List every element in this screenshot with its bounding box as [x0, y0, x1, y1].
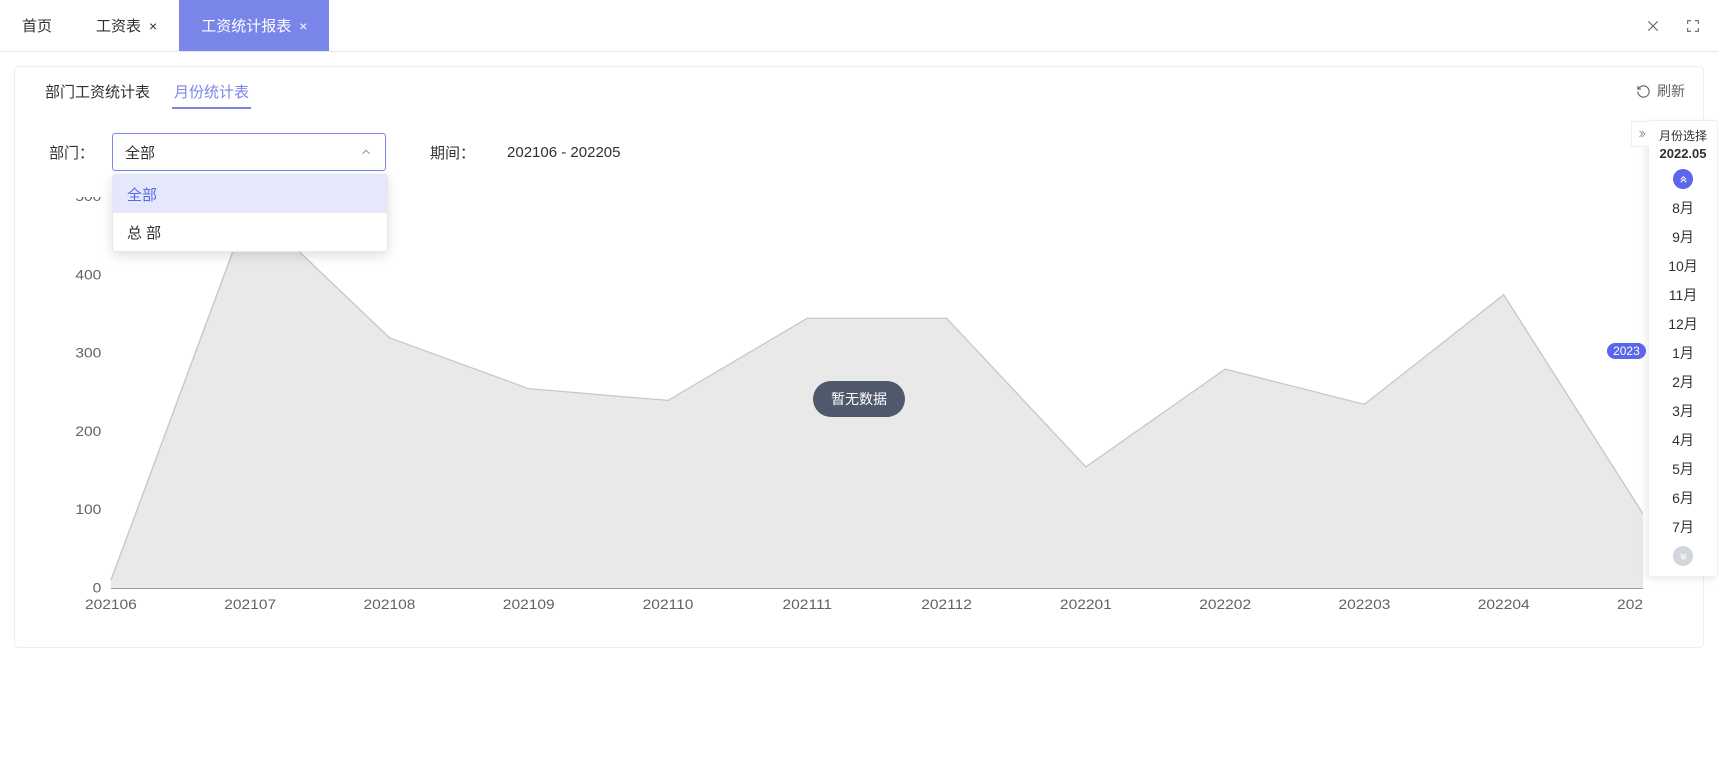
svg-text:202106: 202106: [85, 598, 137, 613]
month-list: 8月9月10月11月12月1月20232月3月4月5月6月7月: [1668, 191, 1698, 544]
inner-tab-label: 部门工资统计表: [45, 81, 150, 102]
close-window-button[interactable]: [1642, 15, 1664, 37]
inner-tab-dept-salary[interactable]: 部门工资统计表: [33, 67, 162, 115]
chevron-up-icon: [359, 145, 373, 159]
month-item[interactable]: 2月: [1672, 369, 1694, 395]
month-item[interactable]: 11月: [1669, 282, 1698, 308]
close-icon[interactable]: ×: [149, 18, 157, 34]
refresh-button[interactable]: 刷新: [1636, 81, 1685, 101]
refresh-icon: [1636, 84, 1651, 99]
period-label: 期间：: [430, 142, 475, 163]
svg-text:0: 0: [93, 581, 102, 596]
month-item[interactable]: 10月: [1668, 253, 1698, 279]
inner-tab-bar: 部门工资统计表 月份统计表 刷新: [15, 67, 1703, 115]
month-panel-title: 月份选择: [1659, 121, 1707, 146]
svg-text:202110: 202110: [643, 598, 694, 613]
top-tab-label: 首页: [22, 15, 52, 36]
top-tab-home[interactable]: 首页: [0, 0, 74, 51]
svg-text:200: 200: [75, 425, 101, 440]
chevron-down-icon: [1678, 551, 1689, 562]
inner-tab-label: 月份统计表: [174, 81, 249, 102]
svg-text:202205: 202205: [1617, 598, 1643, 613]
area-chart: 0 100 200 300 400 500 202106 202107 202108 202109…: [75, 197, 1643, 617]
dept-select[interactable]: 全部 全部 总 部: [112, 133, 386, 171]
svg-text:202201: 202201: [1060, 598, 1112, 613]
top-tab-label: 工资统计报表: [201, 15, 291, 36]
month-picker-panel: 月份选择 2022.05 8月9月10月11月12月1月20232月3月4月5月…: [1648, 120, 1718, 577]
month-item[interactable]: 6月: [1672, 485, 1694, 511]
svg-text:300: 300: [75, 347, 101, 362]
top-tab-bar: 首页 工资表 × 工资统计报表 ×: [0, 0, 1718, 52]
top-tab-label: 工资表: [96, 15, 141, 36]
top-tab-salary[interactable]: 工资表 ×: [74, 0, 179, 51]
dept-option-label: 全部: [127, 184, 157, 205]
dept-label: 部门：: [49, 142, 94, 163]
dept-option-hq[interactable]: 总 部: [113, 213, 387, 251]
svg-text:202202: 202202: [1199, 598, 1251, 613]
month-scroll-down[interactable]: [1673, 546, 1693, 566]
filter-row: 部门： 全部 全部 总 部 期间： 202106 - 202205: [15, 115, 1703, 171]
dept-dropdown: 全部 总 部: [112, 174, 388, 252]
svg-text:100: 100: [75, 503, 101, 518]
year-chip: 2023: [1607, 343, 1646, 359]
svg-text:202108: 202108: [364, 598, 416, 613]
month-item[interactable]: 8月: [1672, 195, 1694, 221]
month-item[interactable]: 1月: [1672, 340, 1694, 366]
month-panel-toggle[interactable]: [1631, 121, 1649, 147]
svg-text:400: 400: [75, 268, 101, 283]
close-icon[interactable]: ×: [299, 18, 307, 34]
top-right-actions: [1642, 0, 1718, 51]
chevron-up-icon: [1678, 174, 1689, 185]
dept-option-label: 总 部: [127, 222, 161, 243]
month-item[interactable]: 5月: [1672, 456, 1694, 482]
month-item[interactable]: 7月: [1672, 514, 1694, 540]
top-tab-salary-report[interactable]: 工资统计报表 ×: [179, 0, 329, 51]
svg-text:202204: 202204: [1478, 598, 1530, 613]
svg-text:202112: 202112: [921, 598, 972, 613]
month-panel-current: 2022.05: [1660, 146, 1707, 167]
svg-text:202107: 202107: [224, 598, 276, 613]
no-data-badge: 暂无数据: [813, 381, 905, 417]
dept-select-value: 全部: [125, 142, 155, 163]
period-value: 202106 - 202205: [507, 144, 620, 161]
report-card: 部门工资统计表 月份统计表 刷新 部门： 全部 全部 总 部: [14, 66, 1704, 648]
inner-tab-month-stats[interactable]: 月份统计表: [162, 67, 261, 115]
svg-text:202111: 202111: [783, 598, 833, 613]
month-item[interactable]: 9月: [1672, 224, 1694, 250]
month-scroll-up[interactable]: [1673, 169, 1693, 189]
month-item[interactable]: 12月: [1668, 311, 1698, 337]
dept-option-all[interactable]: 全部: [113, 175, 387, 213]
svg-text:202203: 202203: [1338, 598, 1390, 613]
month-item[interactable]: 3月: [1672, 398, 1694, 424]
refresh-label: 刷新: [1657, 81, 1685, 101]
svg-text:202109: 202109: [503, 598, 555, 613]
svg-text:500: 500: [75, 197, 101, 205]
month-item[interactable]: 4月: [1672, 427, 1694, 453]
fullscreen-button[interactable]: [1682, 15, 1704, 37]
